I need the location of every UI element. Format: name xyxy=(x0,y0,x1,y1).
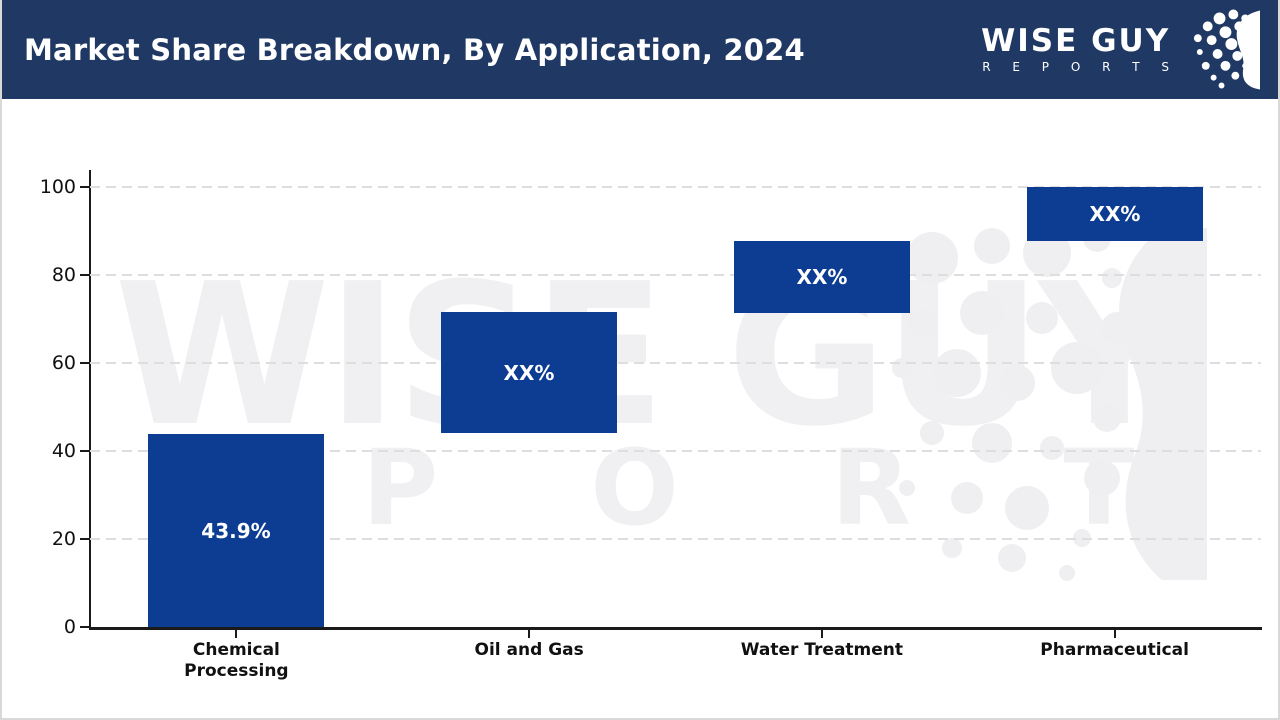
brand-logo-subtitle: R E P O R T S xyxy=(982,59,1178,74)
watermark-text-wiseguy: WISE GUY xyxy=(114,242,1180,470)
y-tick-label-0: 0 xyxy=(63,616,76,638)
y-tick-40 xyxy=(80,450,90,452)
y-tick-0 xyxy=(80,626,90,628)
x-tick-water-treatment xyxy=(821,630,823,638)
brand-logo-face-icon xyxy=(1193,9,1260,89)
bar-value-label-oil-and-gas: XX% xyxy=(503,360,555,385)
brand-logo-text: WISE GUY R E P O R T S xyxy=(973,22,1178,74)
bar-pharmaceutical: XX% xyxy=(1027,187,1203,241)
x-category-label-pharmaceutical: Pharmaceutical xyxy=(1040,640,1189,660)
x-category-label-oil-and-gas: Oil and Gas xyxy=(474,640,584,660)
bar-value-label-chemical-processing: 43.9% xyxy=(201,518,271,543)
y-tick-label-80: 80 xyxy=(51,264,76,286)
brand-logo-name: WISE GUY xyxy=(981,22,1171,59)
gridline-100 xyxy=(90,186,1261,188)
chart-title: Market Share Breakdown, By Application, … xyxy=(24,32,805,67)
y-tick-60 xyxy=(80,362,90,364)
gridline-60 xyxy=(90,362,1261,364)
y-tick-20 xyxy=(80,538,90,540)
bar-oil-and-gas: XX% xyxy=(441,312,617,433)
y-tick-80 xyxy=(80,274,90,276)
y-tick-label-40: 40 xyxy=(51,440,76,462)
x-tick-pharmaceutical xyxy=(1114,630,1116,638)
x-category-label-chemical-processing: Chemical Processing xyxy=(184,640,289,682)
y-tick-label-100: 100 xyxy=(39,176,76,198)
y-tick-label-20: 20 xyxy=(51,528,76,550)
y-tick-100 xyxy=(80,186,90,188)
y-axis xyxy=(89,170,91,629)
x-tick-chemical-processing xyxy=(235,630,237,638)
bar-water-treatment: XX% xyxy=(734,241,910,313)
gridline-20 xyxy=(90,538,1261,540)
bar-chemical-processing: 43.9% xyxy=(148,434,324,627)
x-axis xyxy=(89,627,1262,630)
x-tick-oil-and-gas xyxy=(528,630,530,638)
bar-value-label-pharmaceutical: XX% xyxy=(1089,202,1141,226)
x-category-label-water-treatment: Water Treatment xyxy=(740,640,904,660)
gridline-80 xyxy=(90,274,1261,276)
header-bar: Market Share Breakdown, By Application, … xyxy=(2,0,1278,99)
bar-value-label-water-treatment: XX% xyxy=(796,265,848,289)
gridline-40 xyxy=(90,450,1261,452)
brand-logo: WISE GUY R E P O R T S xyxy=(973,8,1260,92)
y-tick-label-60: 60 xyxy=(51,352,76,374)
